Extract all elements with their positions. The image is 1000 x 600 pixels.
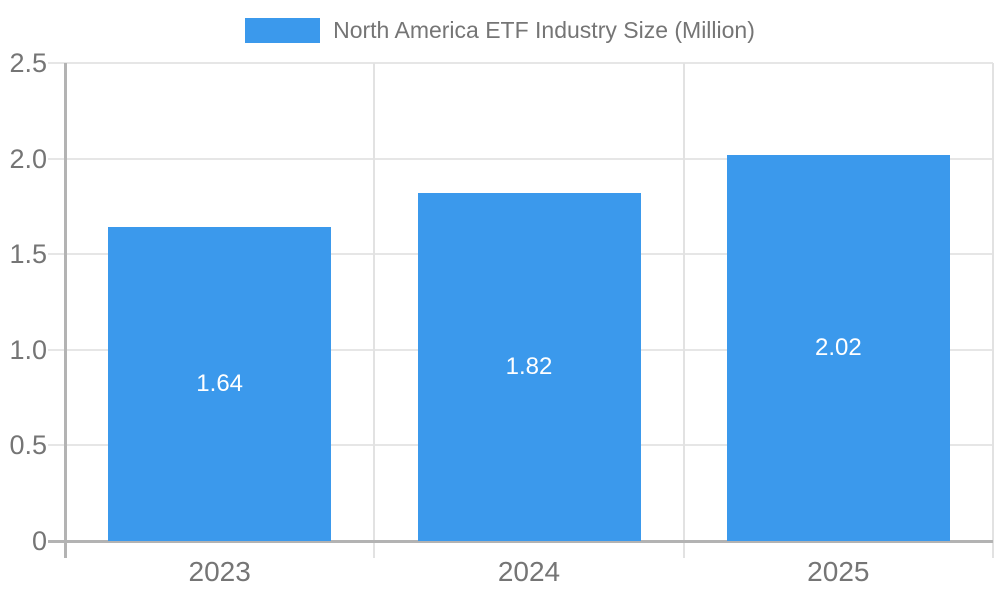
bar[interactable]: 1.82 (417, 193, 641, 541)
y-gridline (48, 157, 993, 160)
x-tick-label: 2023 (188, 556, 251, 587)
legend[interactable]: North America ETF Industry Size (Million… (0, 17, 1000, 44)
y-gridline (48, 62, 993, 64)
y-tick-label: 1.5 (9, 239, 47, 270)
x-gridline (992, 63, 994, 558)
y-tick-label: 2.5 (9, 48, 47, 78)
y-tick-label: 1.0 (9, 334, 47, 365)
x-gridline (682, 63, 685, 558)
x-gridline (373, 63, 376, 558)
y-axis-line (64, 63, 67, 558)
y-tick-label: 0.5 (9, 430, 47, 461)
bar[interactable]: 2.02 (726, 154, 950, 541)
x-tick-label: 2025 (807, 556, 870, 587)
bar-value-label: 1.82 (505, 353, 553, 380)
x-tick-label: 2024 (497, 556, 561, 587)
y-tick-label: 0 (31, 526, 47, 556)
bar-value-label: 1.64 (196, 370, 244, 398)
legend-label: North America ETF Industry Size (Million… (333, 17, 755, 43)
bar[interactable]: 1.64 (108, 227, 332, 541)
x-axis-line (48, 540, 993, 543)
bar-value-label: 2.02 (814, 333, 862, 361)
y-tick-label: 2.0 (9, 143, 47, 174)
legend-swatch (245, 18, 321, 43)
